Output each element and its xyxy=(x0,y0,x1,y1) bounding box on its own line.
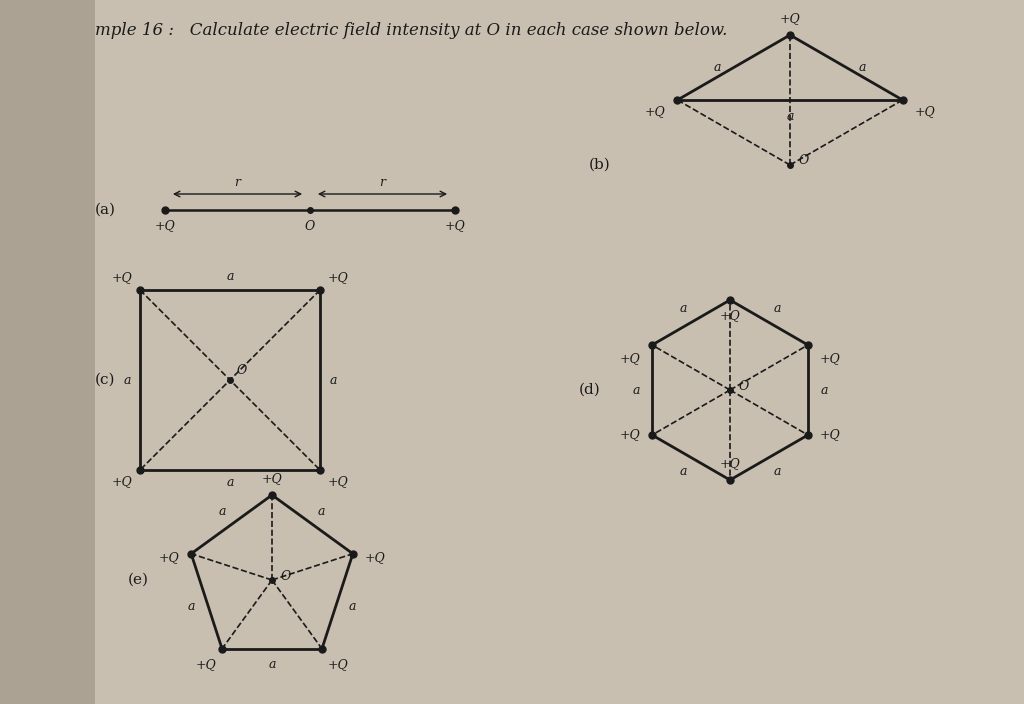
Text: r: r xyxy=(234,175,241,189)
Text: a: a xyxy=(679,302,687,315)
Text: (a): (a) xyxy=(94,203,116,217)
Text: O: O xyxy=(739,379,750,393)
Text: mple 16 :   Calculate electric field intensity at O in each case shown below.: mple 16 : Calculate electric field inten… xyxy=(95,22,727,39)
Text: (e): (e) xyxy=(128,573,148,587)
Text: a: a xyxy=(773,302,780,315)
Text: a: a xyxy=(123,374,131,386)
Text: a: a xyxy=(318,505,326,518)
Text: +Q: +Q xyxy=(155,220,175,232)
Bar xyxy=(0,0,95,704)
Text: a: a xyxy=(820,384,827,396)
Text: +Q: +Q xyxy=(779,13,801,25)
Text: a: a xyxy=(268,658,275,672)
Text: +Q: +Q xyxy=(914,106,935,118)
Text: +Q: +Q xyxy=(720,458,740,470)
Text: a: a xyxy=(773,465,780,478)
Text: a: a xyxy=(632,384,640,396)
Text: a: a xyxy=(187,600,196,612)
Text: O: O xyxy=(799,154,809,168)
Text: +Q: +Q xyxy=(328,658,348,672)
Text: a: a xyxy=(714,61,722,74)
Text: O: O xyxy=(305,220,315,232)
Text: +Q: +Q xyxy=(819,429,841,441)
Text: +Q: +Q xyxy=(365,551,385,564)
Text: a: a xyxy=(349,600,356,612)
Text: +Q: +Q xyxy=(112,272,132,284)
Text: O: O xyxy=(237,363,247,377)
Text: +Q: +Q xyxy=(112,475,132,489)
Text: +Q: +Q xyxy=(645,106,666,118)
Text: a: a xyxy=(330,374,337,386)
Text: a: a xyxy=(858,61,866,74)
Text: a: a xyxy=(226,270,233,284)
Text: +Q: +Q xyxy=(819,353,841,365)
Text: +Q: +Q xyxy=(328,272,348,284)
Text: a: a xyxy=(679,465,687,478)
Text: a: a xyxy=(218,505,226,518)
Text: r: r xyxy=(380,175,385,189)
Text: +Q: +Q xyxy=(328,475,348,489)
Text: +Q: +Q xyxy=(620,353,640,365)
Text: +Q: +Q xyxy=(196,658,216,672)
Text: (d): (d) xyxy=(580,383,601,397)
Text: (b): (b) xyxy=(589,158,611,172)
Text: a: a xyxy=(786,110,794,122)
Text: (c): (c) xyxy=(95,373,116,387)
Text: +Q: +Q xyxy=(720,310,740,322)
Text: O: O xyxy=(281,570,291,582)
Text: +Q: +Q xyxy=(261,472,283,486)
Text: +Q: +Q xyxy=(159,551,179,564)
Text: a: a xyxy=(226,477,233,489)
Text: +Q: +Q xyxy=(444,220,465,232)
Text: +Q: +Q xyxy=(620,429,640,441)
